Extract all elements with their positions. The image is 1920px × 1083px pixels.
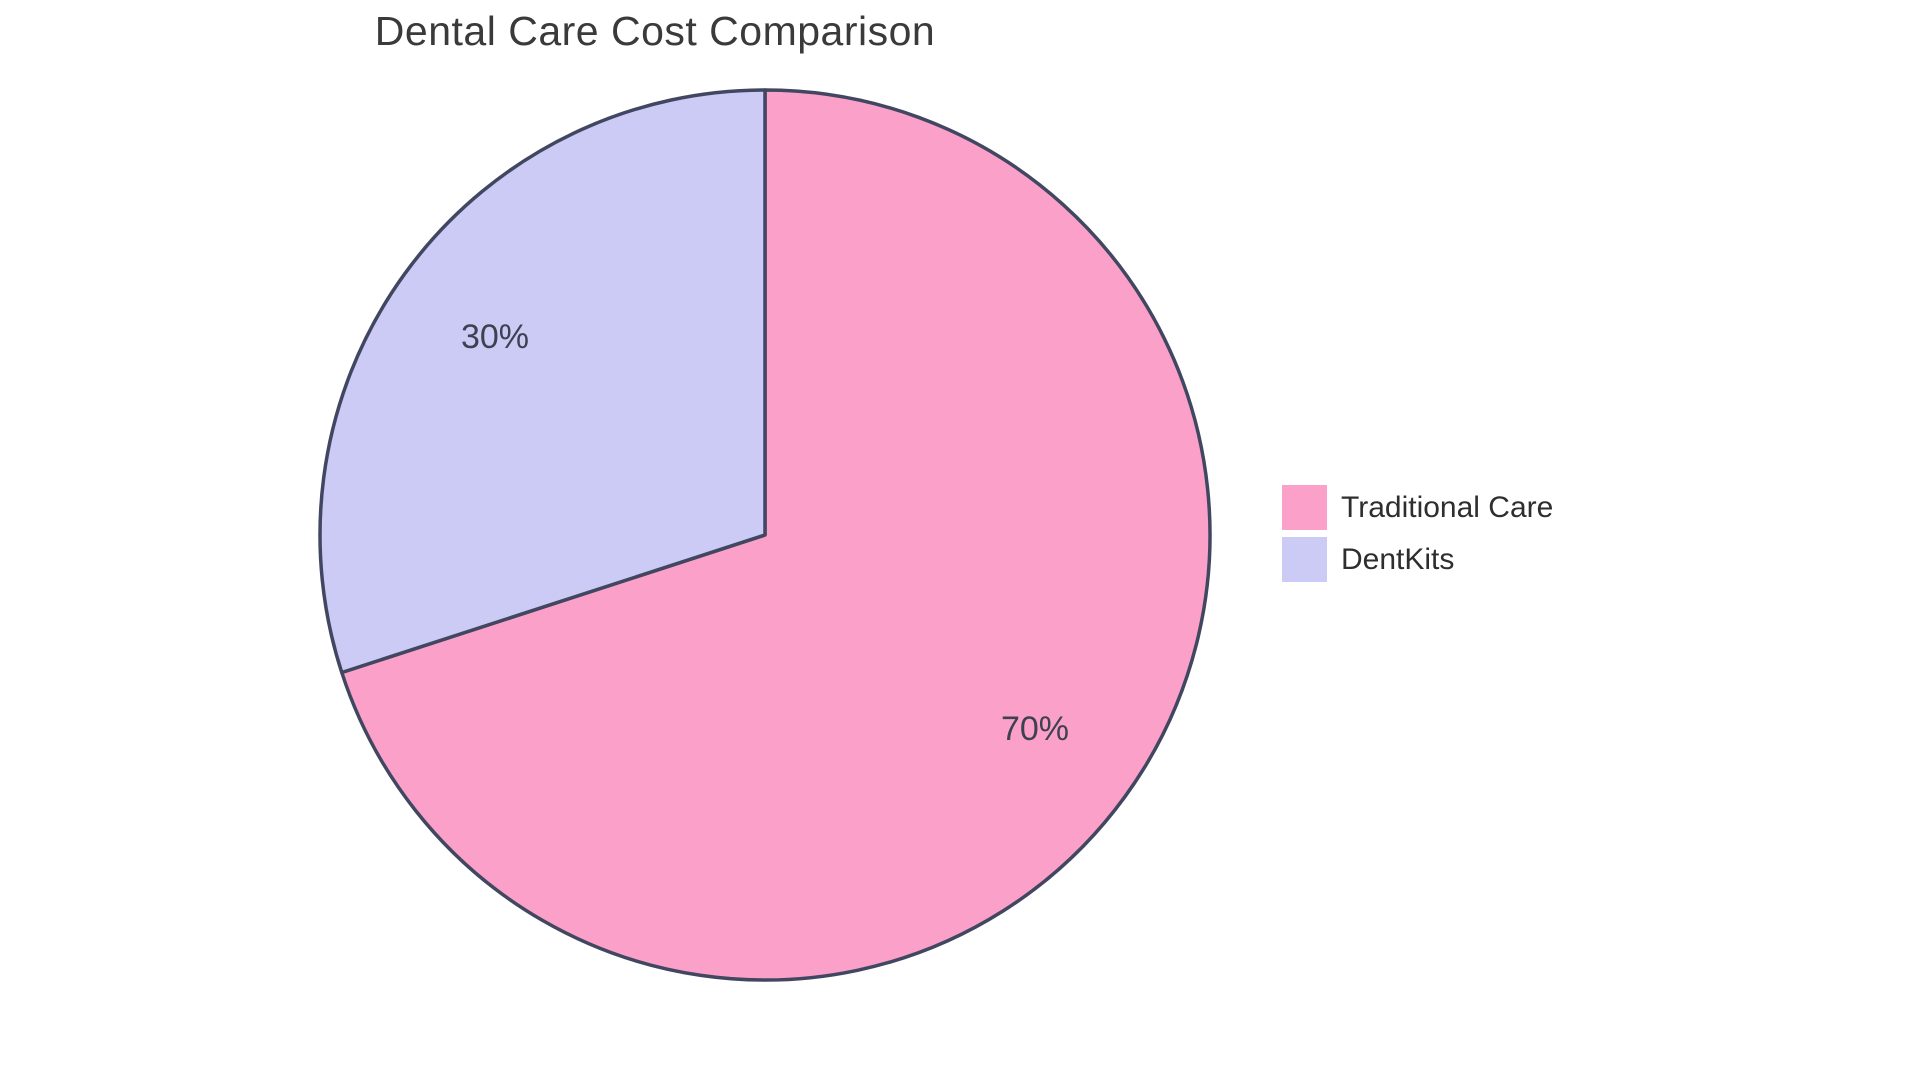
- legend-label-dentkits: DentKits: [1341, 542, 1455, 576]
- pie-label-traditional-care: 70%: [1001, 710, 1069, 748]
- legend-swatch-dentkits: [1282, 537, 1327, 582]
- pie-slice-traditional-care: [340, 88, 1212, 982]
- pie-slice-dentkits: [318, 88, 767, 675]
- chart-title: Dental Care Cost Comparison: [374, 8, 936, 54]
- legend-label-traditional-care: Traditional Care: [1341, 490, 1554, 524]
- legend-row-dentkits: DentKits: [1282, 537, 1553, 582]
- legend-swatch-traditional-care: [1282, 485, 1327, 530]
- legend-row-traditional-care: Traditional Care: [1282, 485, 1553, 530]
- pie-label-dentkits: 30%: [461, 318, 529, 356]
- legend: Traditional Care DentKits: [1282, 485, 1553, 582]
